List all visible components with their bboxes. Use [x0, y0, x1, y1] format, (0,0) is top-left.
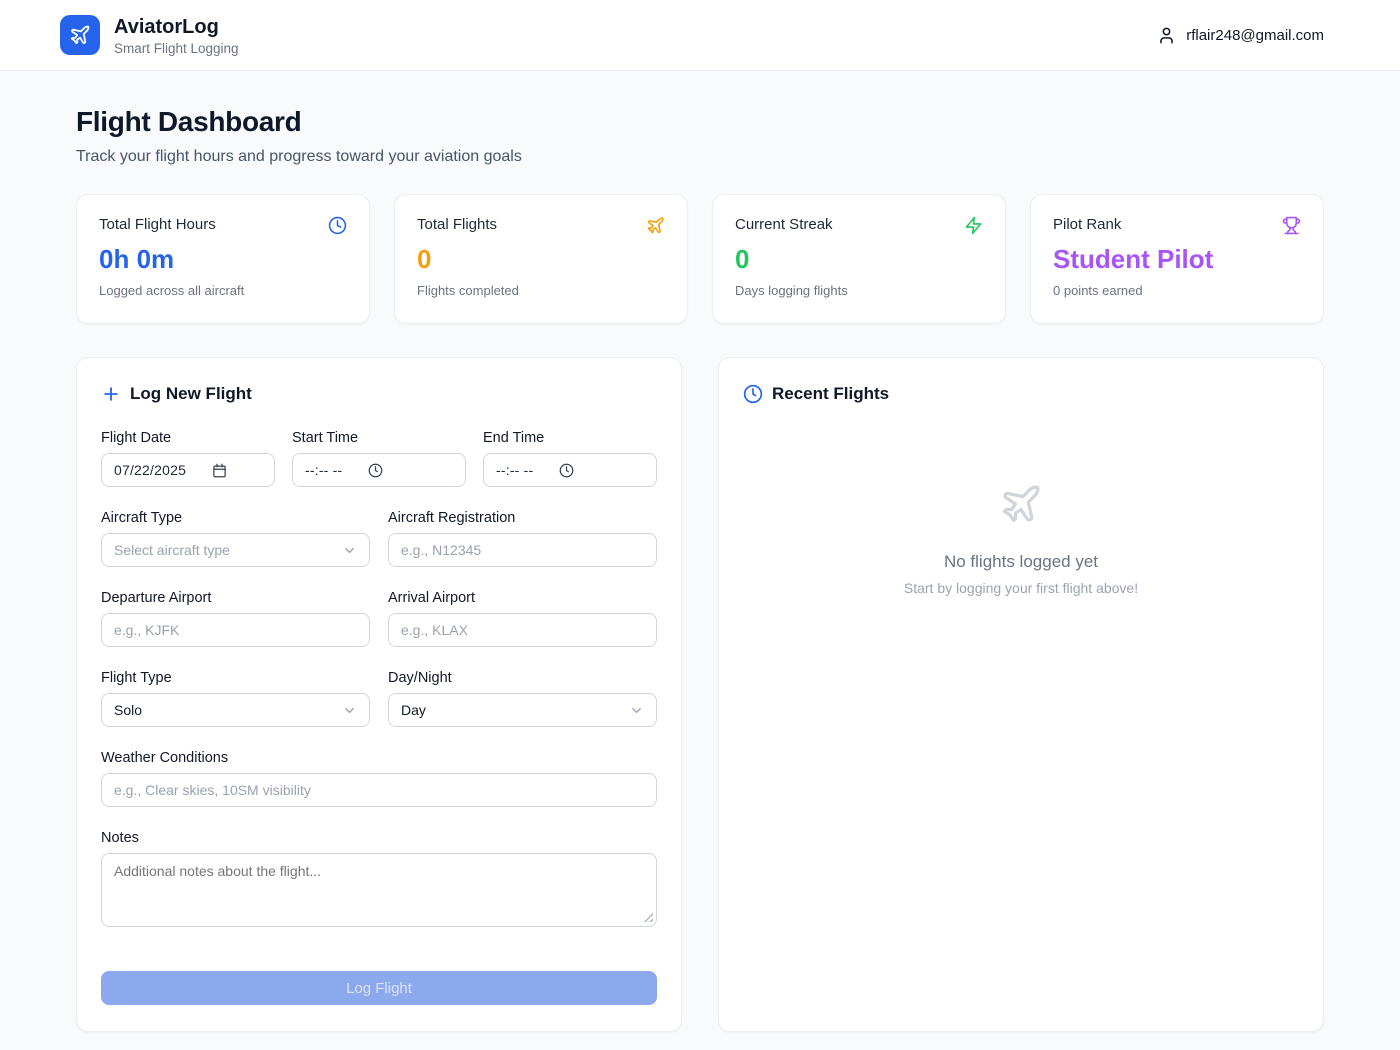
recent-flights-empty-state: No flights logged yet Start by logging y…	[743, 430, 1299, 596]
field-day-night: Day/Night Day	[388, 670, 657, 727]
start-time-input[interactable]: --:-- --	[292, 453, 466, 487]
end-time-input[interactable]: --:-- --	[483, 453, 657, 487]
field-start-time: Start Time --:-- --	[292, 430, 466, 487]
stat-value: 0	[417, 244, 432, 274]
field-flight-type: Flight Type Solo	[101, 670, 370, 727]
flight-date-value: 07/22/2025	[114, 462, 187, 478]
stat-caption: 0 points earned	[1053, 282, 1143, 298]
field-arrival-airport: Arrival Airport	[388, 590, 657, 647]
app-header: AviatorLog Smart Flight Logging rflair24…	[0, 0, 1400, 71]
stat-value: 0h 0m	[99, 244, 175, 274]
empty-state-subtitle: Start by logging your first flight above…	[903, 580, 1139, 596]
plane-icon	[646, 216, 665, 235]
stat-value: 0	[735, 244, 750, 274]
app-tagline: Smart Flight Logging	[114, 40, 239, 56]
log-flight-panel: Log New Flight Flight Date 07/22/2025	[76, 357, 682, 1032]
field-notes: Notes	[101, 830, 657, 927]
clock-icon	[328, 216, 347, 235]
page-subtitle: Track your flight hours and progress tow…	[76, 148, 522, 165]
stat-card-pilot-rank: Pilot Rank Student Pilot 0 points earned	[1030, 194, 1324, 324]
flight-date-label: Flight Date	[101, 430, 172, 446]
clock-icon[interactable]	[368, 463, 383, 478]
flight-type-value: Solo	[114, 702, 143, 718]
weather-input[interactable]	[101, 773, 657, 807]
flight-date-input[interactable]: 07/22/2025	[101, 453, 275, 487]
brand-text: AviatorLog Smart Flight Logging	[114, 15, 239, 56]
zap-icon	[964, 216, 983, 235]
day-night-label: Day/Night	[388, 670, 452, 686]
panel-title: Log New Flight	[130, 384, 252, 403]
aircraft-registration-input[interactable]	[388, 533, 657, 567]
panels-row: Log New Flight Flight Date 07/22/2025	[76, 357, 1324, 1032]
app-name: AviatorLog	[114, 15, 219, 38]
plane-icon	[743, 482, 1299, 526]
field-aircraft-type: Aircraft Type Select aircraft type	[101, 510, 370, 567]
chevron-down-icon	[342, 703, 357, 718]
departure-airport-input[interactable]	[101, 613, 370, 647]
plane-icon	[69, 24, 91, 46]
end-time-label: End Time	[483, 430, 545, 446]
field-departure-airport: Departure Airport	[101, 590, 370, 647]
stat-card-current-streak: Current Streak 0 Days logging flights	[712, 194, 1006, 324]
trophy-icon	[1282, 216, 1301, 235]
weather-label: Weather Conditions	[101, 750, 229, 766]
main-content: Flight Dashboard Track your flight hours…	[76, 71, 1324, 1032]
stat-caption: Days logging flights	[735, 282, 848, 298]
arrival-airport-input[interactable]	[388, 613, 657, 647]
clock-icon	[743, 384, 763, 404]
user-icon	[1157, 26, 1176, 45]
field-flight-date: Flight Date 07/22/2025	[101, 430, 275, 487]
field-aircraft-registration: Aircraft Registration	[388, 510, 657, 567]
stat-label: Current Streak	[735, 216, 833, 233]
departure-airport-label: Departure Airport	[101, 590, 212, 606]
day-night-select[interactable]: Day	[388, 693, 657, 727]
user-menu: rflair248@gmail.com	[1157, 26, 1324, 45]
user-email: rflair248@gmail.com	[1186, 26, 1324, 44]
stat-label: Total Flights	[417, 216, 498, 233]
stat-caption: Flights completed	[417, 282, 519, 298]
field-weather: Weather Conditions	[101, 750, 657, 807]
notes-textarea[interactable]	[101, 853, 657, 927]
stat-caption: Logged across all aircraft	[99, 282, 245, 298]
chevron-down-icon	[342, 543, 357, 558]
arrival-airport-label: Arrival Airport	[388, 590, 476, 606]
field-end-time: End Time --:-- --	[483, 430, 657, 487]
flight-type-label: Flight Type	[101, 670, 172, 686]
panel-title: Recent Flights	[772, 384, 890, 403]
notes-label: Notes	[101, 830, 139, 846]
log-flight-button[interactable]: Log Flight	[101, 971, 657, 1005]
recent-flights-panel: Recent Flights No flights logged yet Sta…	[718, 357, 1324, 1032]
stat-value: Student Pilot	[1053, 244, 1214, 274]
brand: AviatorLog Smart Flight Logging	[60, 15, 239, 56]
calendar-icon[interactable]	[212, 463, 227, 478]
stats-row: Total Flight Hours 0h 0m Logged across a…	[76, 194, 1324, 324]
stat-label: Pilot Rank	[1053, 216, 1122, 233]
aircraft-type-select[interactable]: Select aircraft type	[101, 533, 370, 567]
start-time-value: --:-- --	[305, 462, 343, 478]
stat-card-total-hours: Total Flight Hours 0h 0m Logged across a…	[76, 194, 370, 324]
empty-state-title: No flights logged yet	[943, 552, 1099, 571]
stat-card-total-flights: Total Flights 0 Flights completed	[394, 194, 688, 324]
chevron-down-icon	[629, 703, 644, 718]
flight-type-select[interactable]: Solo	[101, 693, 370, 727]
app-logo	[60, 15, 100, 55]
aircraft-type-value: Select aircraft type	[114, 542, 230, 558]
aircraft-registration-label: Aircraft Registration	[388, 510, 516, 526]
page-title: Flight Dashboard	[76, 106, 302, 137]
end-time-value: --:-- --	[496, 462, 534, 478]
stat-label: Total Flight Hours	[99, 216, 216, 233]
start-time-label: Start Time	[292, 430, 359, 446]
clock-icon[interactable]	[559, 463, 574, 478]
aircraft-type-label: Aircraft Type	[101, 510, 183, 526]
plus-icon	[101, 384, 121, 404]
day-night-value: Day	[401, 702, 426, 718]
